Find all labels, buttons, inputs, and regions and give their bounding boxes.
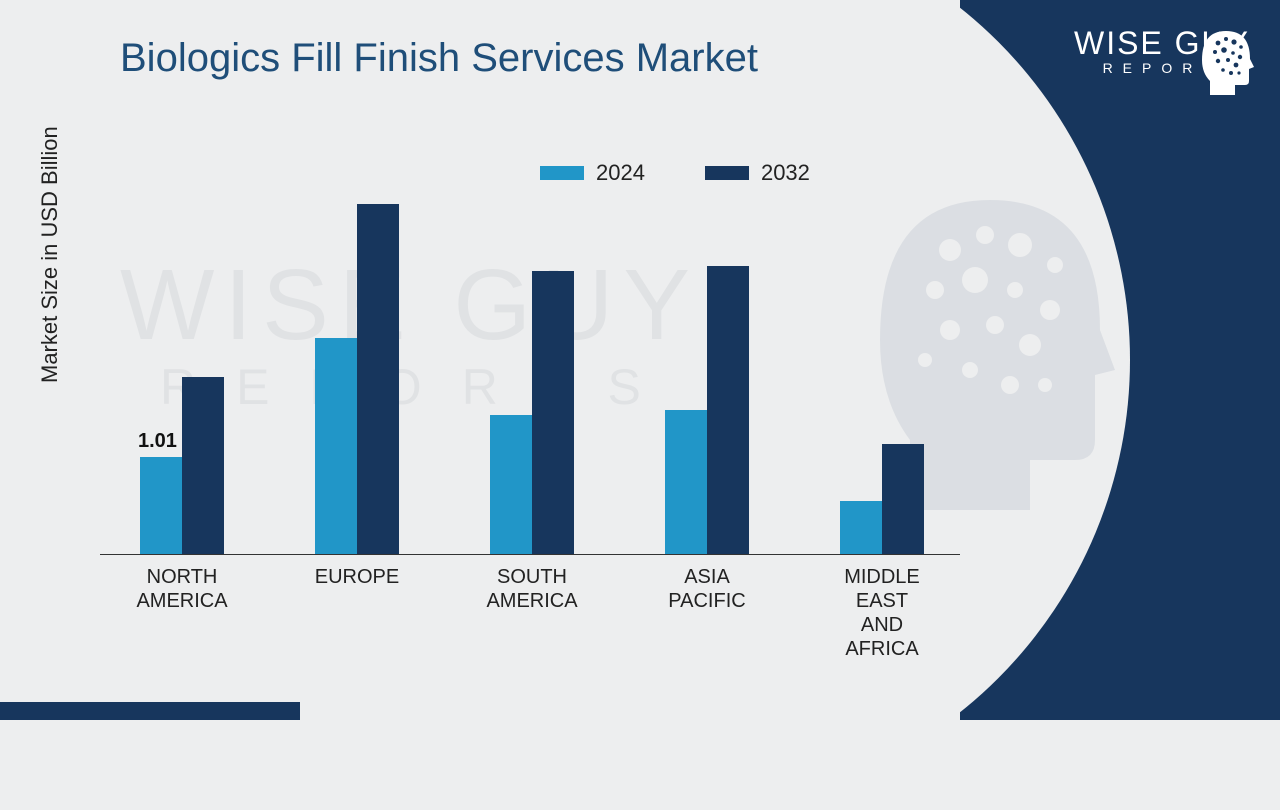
bar (665, 410, 707, 554)
bar (140, 457, 182, 554)
bar (315, 338, 357, 554)
chart-title: Biologics Fill Finish Services Market (120, 35, 758, 81)
bar-group (140, 377, 224, 555)
bar (840, 501, 882, 554)
logo: WISE GUY REPORTS (1074, 25, 1250, 76)
bar-group (490, 271, 574, 554)
x-label: MIDDLE EAST AND AFRICA (822, 565, 942, 661)
bar (707, 266, 749, 554)
legend-label-2032: 2032 (761, 160, 810, 186)
bar-group (315, 204, 399, 554)
bar (357, 204, 399, 554)
bar (882, 444, 924, 554)
legend-swatch-2024 (540, 166, 584, 180)
chart-area: 1.01 (100, 200, 960, 555)
right-panel (960, 0, 1280, 720)
legend: 2024 2032 (540, 160, 810, 186)
legend-label-2024: 2024 (596, 160, 645, 186)
logo-head-icon (1190, 25, 1260, 95)
legend-item-2024: 2024 (540, 160, 645, 186)
legend-item-2032: 2032 (705, 160, 810, 186)
value-label: 1.01 (138, 430, 177, 453)
bar (532, 271, 574, 554)
x-label: EUROPE (297, 565, 417, 589)
x-label: SOUTH AMERICA (472, 565, 592, 613)
x-axis-labels: NORTH AMERICA EUROPE SOUTH AMERICA ASIA PAC… (100, 560, 960, 680)
legend-swatch-2032 (705, 166, 749, 180)
x-label: NORTH AMERICA (122, 565, 242, 613)
bar-group (665, 266, 749, 554)
bar-group (840, 444, 924, 554)
y-axis-label: Market Size in USD Billion (37, 126, 63, 383)
x-label: ASIA PACIFIC (647, 565, 767, 613)
bar (182, 377, 224, 555)
bar (490, 415, 532, 554)
footer-bar (0, 702, 300, 720)
